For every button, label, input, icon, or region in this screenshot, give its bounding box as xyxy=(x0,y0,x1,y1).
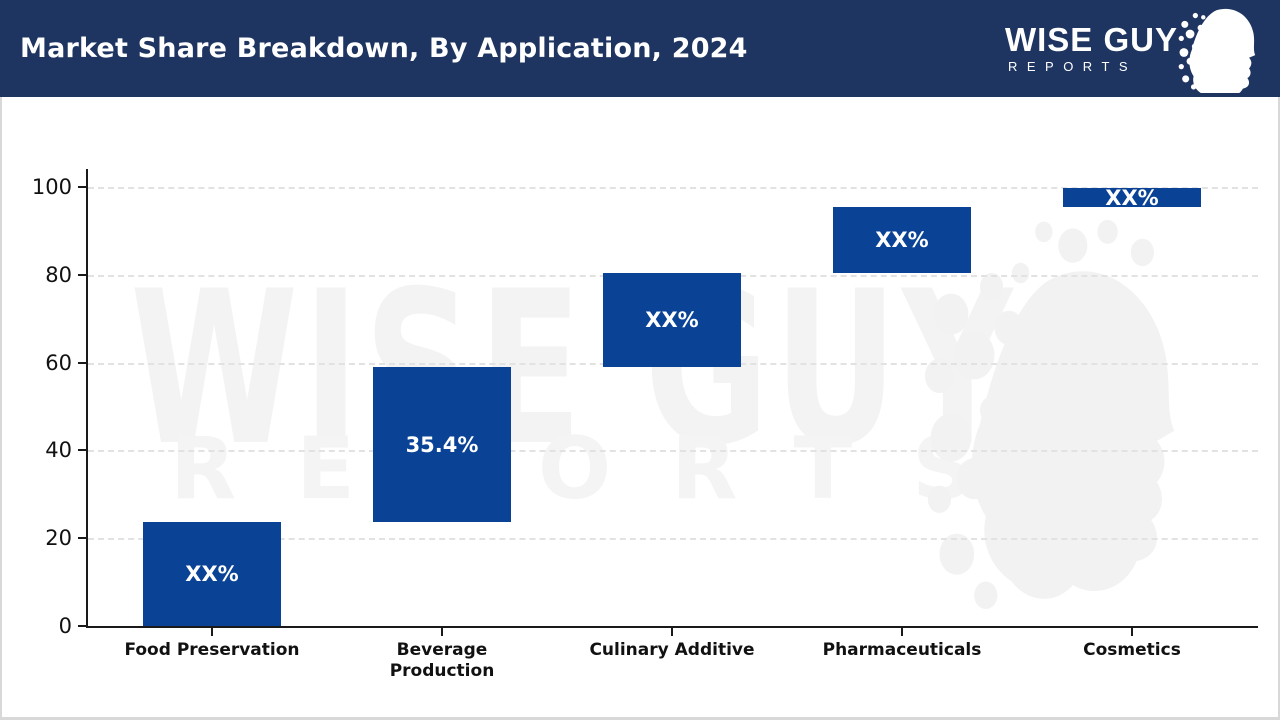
y-axis-line xyxy=(86,169,88,628)
bar-segment: XX% xyxy=(1063,185,1201,210)
gridline xyxy=(88,450,1258,453)
brand-face-icon xyxy=(1178,8,1256,93)
bar-value-label: XX% xyxy=(1105,185,1159,210)
y-tick-mark xyxy=(78,273,86,276)
y-tick-label: 40 xyxy=(45,438,72,463)
bar-segment: XX% xyxy=(833,207,971,274)
bar-value-label: 35.4% xyxy=(405,432,479,457)
gridline xyxy=(88,538,1258,541)
x-axis-line xyxy=(86,626,1258,628)
x-tick-mark xyxy=(1131,628,1133,636)
x-axis-label: Beverage Production xyxy=(389,640,495,681)
y-tick-label: 100 xyxy=(31,175,72,199)
bar-value-label: XX% xyxy=(875,228,929,253)
y-tick-mark xyxy=(78,625,86,627)
plot-area: 0 20 40 60 80 100 XX% Food Preservation 35.4% Bev… xyxy=(2,97,1278,717)
y-tick-label: 60 xyxy=(45,350,72,375)
brand-name: WISE GUY xyxy=(1004,21,1178,58)
bar-segment: 35.4% xyxy=(373,366,511,523)
y-tick-mark xyxy=(78,186,86,188)
y-tick-label: 0 xyxy=(58,614,72,638)
brand-logo-text: WISE GUY REPORTS xyxy=(1005,23,1178,74)
brand-subtitle: REPORTS xyxy=(1007,59,1138,74)
y-tick-label: 80 xyxy=(45,262,72,287)
page-title: Market Share Breakdown, By Application, … xyxy=(20,33,748,64)
header-bar: Market Share Breakdown, By Application, … xyxy=(0,0,1280,97)
x-tick-mark xyxy=(671,628,673,636)
bar-segment: XX% xyxy=(603,273,741,367)
y-tick-mark xyxy=(78,361,86,364)
brand-logo: WISE GUY REPORTS xyxy=(1005,5,1266,93)
x-axis-label: Cosmetics xyxy=(1083,640,1181,660)
bar-segment: XX% xyxy=(143,522,281,626)
y-tick-label: 20 xyxy=(45,526,72,551)
y-tick-mark xyxy=(78,449,86,452)
y-tick-mark xyxy=(78,537,86,540)
bar-value-label: XX% xyxy=(185,562,239,587)
x-axis-label: Pharmaceuticals xyxy=(822,640,982,660)
x-tick-mark xyxy=(901,628,903,636)
x-tick-mark xyxy=(441,628,443,636)
bar-value-label: XX% xyxy=(645,308,699,332)
x-axis-label: Food Preservation xyxy=(124,640,300,660)
x-tick-mark xyxy=(211,628,213,636)
gridline xyxy=(88,187,1258,189)
chart-canvas: WISE GUY REPORTS 0 20 40 60 80 100 XX% Food Pre… xyxy=(0,97,1280,720)
x-axis-label: Culinary Additive xyxy=(589,640,755,660)
